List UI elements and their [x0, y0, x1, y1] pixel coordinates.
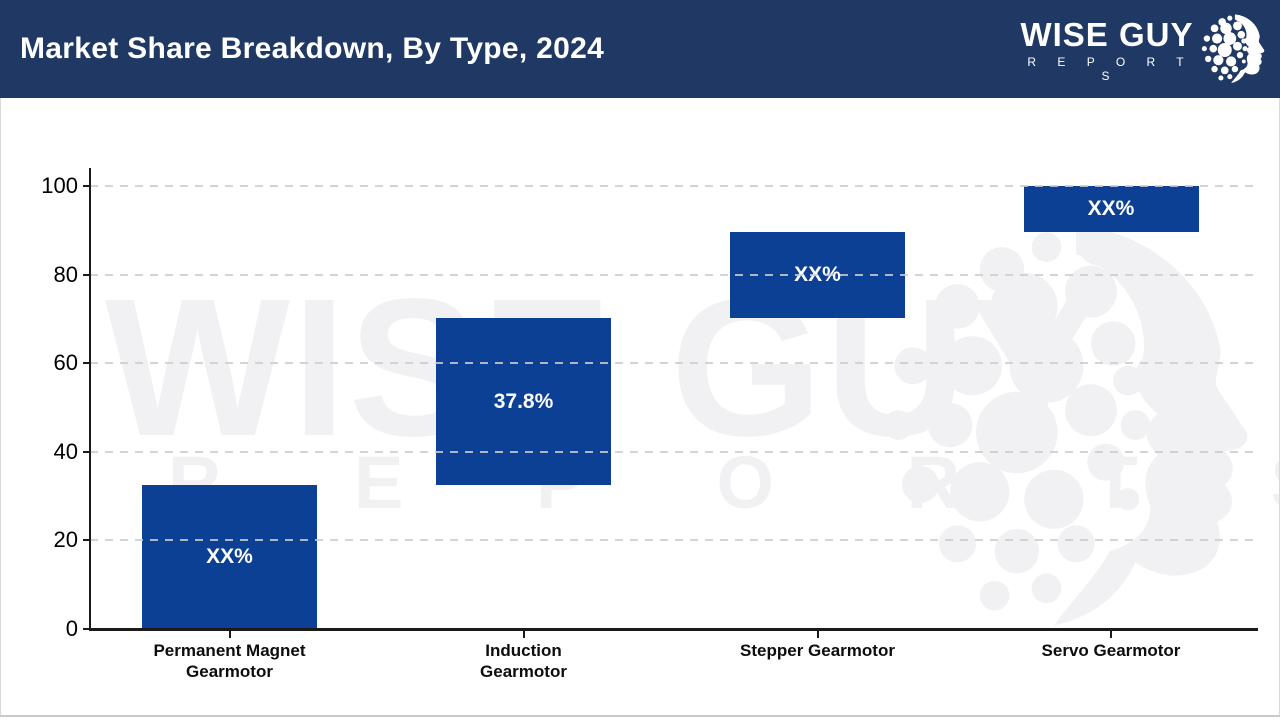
category-label: Permanent Magnet Gearmotor: [153, 641, 306, 681]
brand-name: WISE GUY: [1020, 15, 1194, 53]
dotted-head-dots: [1201, 15, 1248, 81]
bar-value-label: XX%: [206, 545, 253, 569]
gridline: [90, 450, 1258, 453]
gridline: [90, 539, 1258, 542]
gridline: [90, 185, 1258, 187]
brand-logo: WISE GUY R E P O R T S: [1018, 6, 1268, 94]
gridline: [90, 273, 1258, 276]
category-label: Stepper Gearmotor: [740, 641, 895, 660]
y-axis-tick-label: 80: [53, 261, 78, 287]
dotted-head-dots: [883, 228, 1151, 611]
bar-segment: XX%: [1023, 186, 1199, 232]
page-title: Market Share Breakdown, By Type, 2024: [20, 32, 605, 65]
face-profile-shape: [1231, 14, 1265, 84]
x-axis-tick: [816, 631, 819, 638]
category-label: Servo Gearmotor: [1041, 641, 1181, 660]
y-axis-tick-label: 60: [53, 350, 78, 376]
x-axis-tick: [522, 631, 525, 638]
y-axis-spine: [89, 168, 91, 630]
face-profile-shape: [1053, 224, 1248, 626]
y-axis-tick-label: 0: [65, 616, 78, 641]
x-axis-tick: [228, 631, 231, 638]
y-axis-tick-label: 20: [53, 527, 78, 553]
brand-logo-text: WISE GUY R E P O R T S: [1018, 15, 1196, 83]
category-label: Induction Gearmotor: [480, 641, 567, 681]
y-axis-tick: [83, 628, 90, 630]
header-bar: Market Share Breakdown, By Type, 2024 WI…: [0, 0, 1280, 98]
y-axis-tick-label: 100: [41, 173, 78, 198]
y-axis-tick: [83, 450, 90, 453]
y-axis-tick: [83, 185, 90, 187]
y-axis-tick-label: 40: [53, 438, 78, 464]
x-axis-spine: [89, 628, 1258, 631]
y-axis-tick: [83, 539, 90, 542]
bar-value-label: XX%: [1087, 196, 1135, 220]
y-axis-tick: [83, 273, 90, 276]
brand-subname: R E P O R T S: [1027, 54, 1193, 83]
watermark-head-icon: [883, 224, 1248, 626]
y-axis-tick: [83, 362, 90, 365]
gridline: [90, 362, 1258, 365]
bar-value-label: 37.8%: [493, 389, 554, 413]
bar-segment: XX%: [142, 485, 317, 629]
bar-segment: 37.8%: [436, 318, 611, 486]
x-axis-tick: [1110, 631, 1112, 638]
page-border-bottom: [0, 715, 1280, 717]
brand-head-icon: [1201, 14, 1265, 84]
page-border-left: [0, 98, 1, 716]
